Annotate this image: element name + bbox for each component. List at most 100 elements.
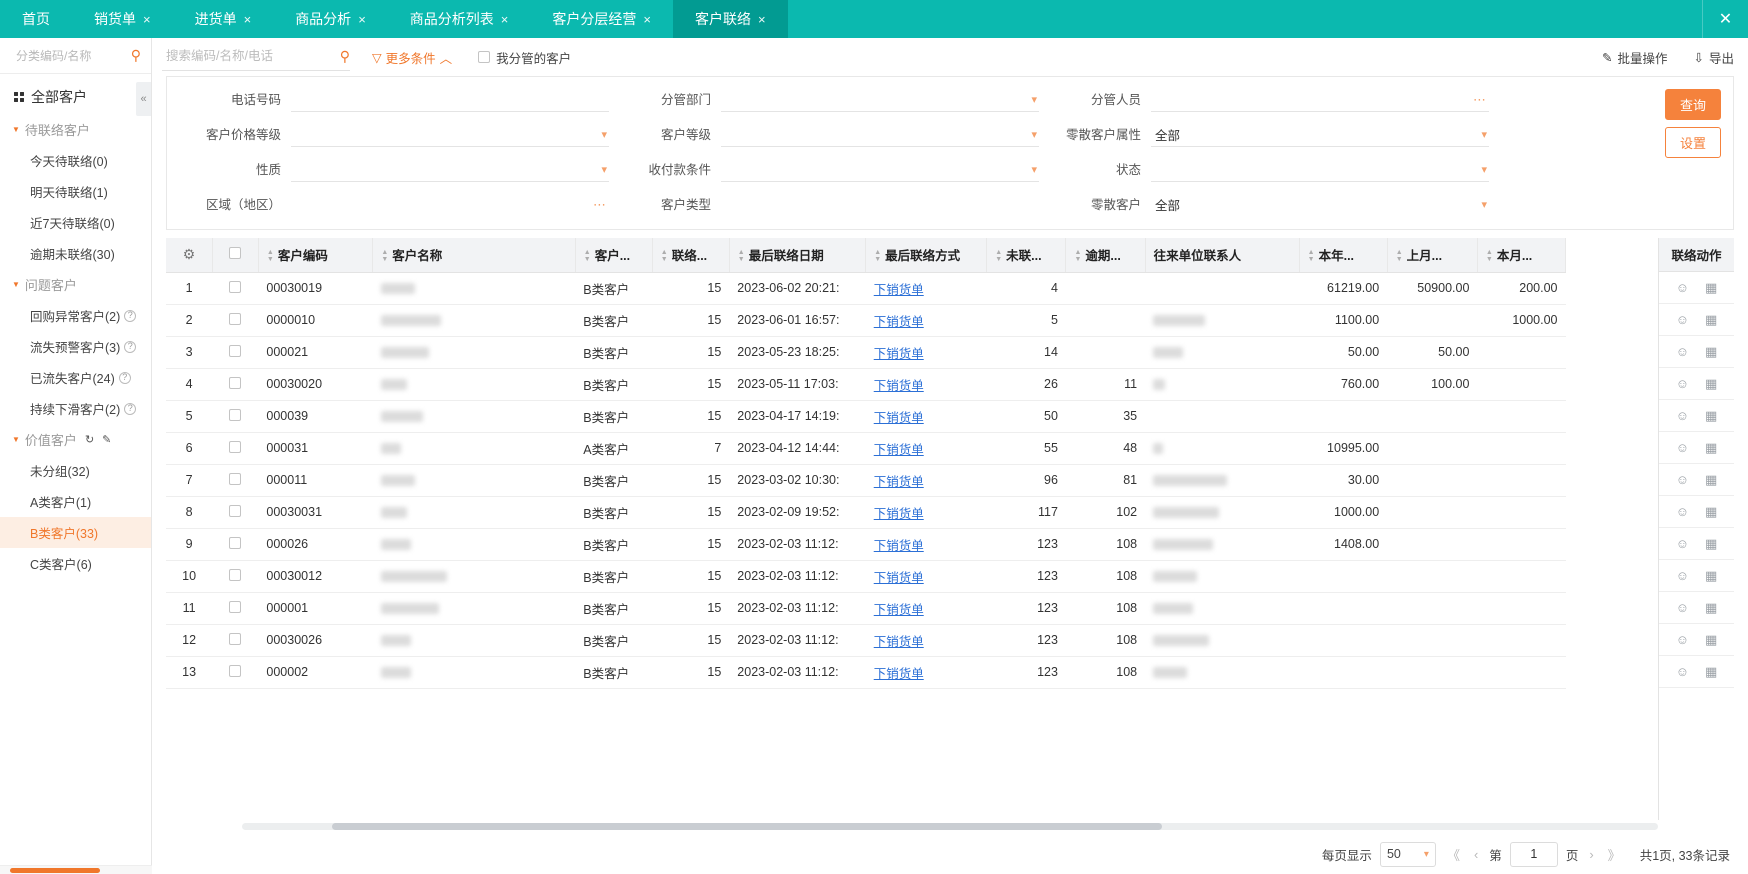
help-icon[interactable]: ? [124,340,137,353]
chevron-down-icon[interactable]: ▾ [1031,93,1037,106]
row-checkbox-cell[interactable] [212,400,259,433]
tab-purchase-order[interactable]: 进货单 × [173,0,274,38]
order-link[interactable]: 下销货单 [873,570,924,585]
qrcode-icon[interactable]: ▦ [1704,535,1718,551]
query-button[interactable]: 查询 [1665,89,1721,120]
tab-close-icon[interactable]: × [143,11,151,27]
table-settings-header[interactable]: ⚙ [166,238,213,273]
sidebar-item-declining[interactable]: 持续下滑客户(2) ? [0,393,151,424]
cell-last-contact-method[interactable]: 下销货单 [865,464,987,497]
chat-icon[interactable]: ☺ [1675,280,1689,295]
order-link[interactable]: 下销货单 [873,346,924,361]
cell-last-contact-method[interactable]: 下销货单 [865,528,987,561]
chevron-down-icon[interactable]: ▾ [1481,163,1487,176]
scrollbar-track[interactable] [242,823,1658,830]
chat-icon[interactable]: ☺ [1675,600,1689,615]
row-checkbox-cell[interactable] [212,304,259,337]
sort-icon[interactable]: ▲ ▼ [1074,249,1082,264]
chevron-down-icon[interactable]: ▾ [601,128,607,141]
filter-input[interactable]: ▾ [1151,157,1489,182]
row-checkbox-cell[interactable] [212,656,259,689]
sort-icon[interactable]: ▲ ▼ [995,249,1003,264]
chevron-down-icon[interactable]: ▾ [601,163,607,176]
sidebar-group-problem-customers[interactable]: ▼ 问题客户 [0,269,151,300]
cell-last-contact-method[interactable]: 下销货单 [865,656,987,689]
filter-input[interactable]: ▾ [721,87,1039,112]
qrcode-icon[interactable]: ▦ [1704,375,1718,391]
col-header-last-contact-date[interactable]: ▲ ▼ 最后联络日期 [729,238,867,273]
qrcode-icon[interactable]: ▦ [1704,503,1718,519]
row-checkbox-cell[interactable] [212,336,259,369]
table-horizontal-scrollbar[interactable] [152,820,1748,834]
filter-input[interactable]: ⋯ [1151,87,1489,112]
row-checkbox-cell[interactable] [212,464,259,497]
filter-input[interactable]: ⋯ [291,192,609,217]
table-scroll-container[interactable]: ⚙ ▲ ▼ 客户编码 ▲ ▼ 客户名称 [166,238,1734,820]
tab-customer-tiering[interactable]: 客户分层经营 × [530,0,673,38]
sort-icon[interactable]: ▲ ▼ [737,249,745,264]
settings-button[interactable]: 设置 [1665,127,1721,158]
chat-icon[interactable]: ☺ [1675,312,1689,327]
checkbox-box[interactable] [478,51,491,63]
more-options-icon[interactable]: ⋯ [593,197,607,212]
sort-icon[interactable]: ▲ ▼ [1395,249,1403,264]
filter-input[interactable] [291,87,609,112]
page-size-select[interactable]: 50 ▾ [1379,841,1436,867]
col-header-this-year[interactable]: ▲ ▼ 本年... [1299,238,1388,273]
chat-icon[interactable]: ☺ [1675,632,1689,647]
last-page-button[interactable]: 》 [1607,847,1621,863]
first-page-button[interactable]: 《 [1446,847,1460,863]
filter-input[interactable] [721,192,1039,217]
table-row[interactable]: 7 000011 B类客户 15 2023-03-02 10:30: 下销货单 96 81 30… [166,464,1566,497]
table-row[interactable]: 11 000001 B类客户 15 2023-02-03 11:12: 下销货单 123 10… [166,592,1566,625]
cell-last-contact-method[interactable]: 下销货单 [865,400,987,433]
select-all-checkbox[interactable] [229,247,242,260]
sidebar-item-class-c[interactable]: C类客户(6) [0,548,151,579]
more-options-icon[interactable]: ⋯ [1473,91,1487,107]
order-link[interactable]: 下销货单 [873,282,924,297]
table-row[interactable]: 10 00030012 B类客户 15 2023-02-03 11:12: 下销货单 123… [166,560,1566,593]
col-header-overdue-days[interactable]: ▲ ▼ 逾期... [1065,238,1146,273]
sidebar-collapse-button[interactable]: « [136,82,151,116]
search-input[interactable] [164,48,334,64]
table-row[interactable]: 6 000031 A类客户 7 2023-04-12 14:44: 下销货单 55 48 109… [166,432,1566,465]
sidebar-item-class-a[interactable]: A类客户(1) [0,486,151,517]
cell-last-contact-method[interactable]: 下销货单 [865,496,987,529]
filter-input[interactable]: 全部 ▾ [1151,122,1489,147]
cell-last-contact-method[interactable]: 下销货单 [865,304,987,337]
table-row[interactable]: 3 000021 B类客户 15 2023-05-23 18:25: 下销货单 14 50.0… [166,336,1566,369]
row-checkbox-cell[interactable] [212,528,259,561]
tab-customer-contact[interactable]: 客户联络 × [672,0,788,38]
search-box[interactable]: ⚲ [162,44,350,71]
sidebar-group-pending-contact[interactable]: ▼ 待联络客户 [0,114,151,145]
table-row[interactable]: 12 00030026 B类客户 15 2023-02-03 11:12: 下销货单 123… [166,624,1566,657]
row-checkbox[interactable] [229,408,242,421]
row-checkbox-cell[interactable] [212,432,259,465]
col-header-level[interactable]: ▲ ▼ 客户... [575,238,653,273]
page-number-input[interactable] [1509,841,1558,867]
order-link[interactable]: 下销货单 [873,378,924,393]
table-row[interactable]: 4 00030020 B类客户 15 2023-05-11 17:03: 下销货单 26 11… [166,368,1566,401]
chevron-down-icon[interactable]: ▾ [1481,199,1487,211]
cell-last-contact-method[interactable]: 下销货单 [865,624,987,657]
sidebar-group-value-customers[interactable]: ▼ 价值客户 ↻ ✎ [0,424,151,455]
sort-icon[interactable]: ▲ ▼ [874,249,882,264]
qrcode-icon[interactable]: ▦ [1704,311,1718,327]
col-header-code[interactable]: ▲ ▼ 客户编码 [258,238,374,273]
tab-product-analysis-list[interactable]: 商品分析列表 × [388,0,531,38]
chat-icon[interactable]: ☺ [1675,504,1689,519]
qrcode-icon[interactable]: ▦ [1704,279,1718,295]
row-checkbox[interactable] [229,632,242,645]
next-page-button[interactable]: › [1589,846,1594,862]
chat-icon[interactable]: ☺ [1675,440,1689,455]
sidebar-item-7day-pending[interactable]: 近7天待联络(0) [0,207,151,238]
row-checkbox[interactable] [229,600,242,613]
col-header-last-month[interactable]: ▲ ▼ 上月... [1387,238,1478,273]
sidebar-search-input[interactable] [14,47,131,64]
row-checkbox[interactable] [229,344,242,357]
sort-icon[interactable]: ▲ ▼ [1485,249,1493,264]
qrcode-icon[interactable]: ▦ [1704,471,1718,487]
col-header-this-month[interactable]: ▲ ▼ 本月... [1477,238,1567,273]
chat-icon[interactable]: ☺ [1675,408,1689,423]
row-checkbox[interactable] [229,536,242,549]
